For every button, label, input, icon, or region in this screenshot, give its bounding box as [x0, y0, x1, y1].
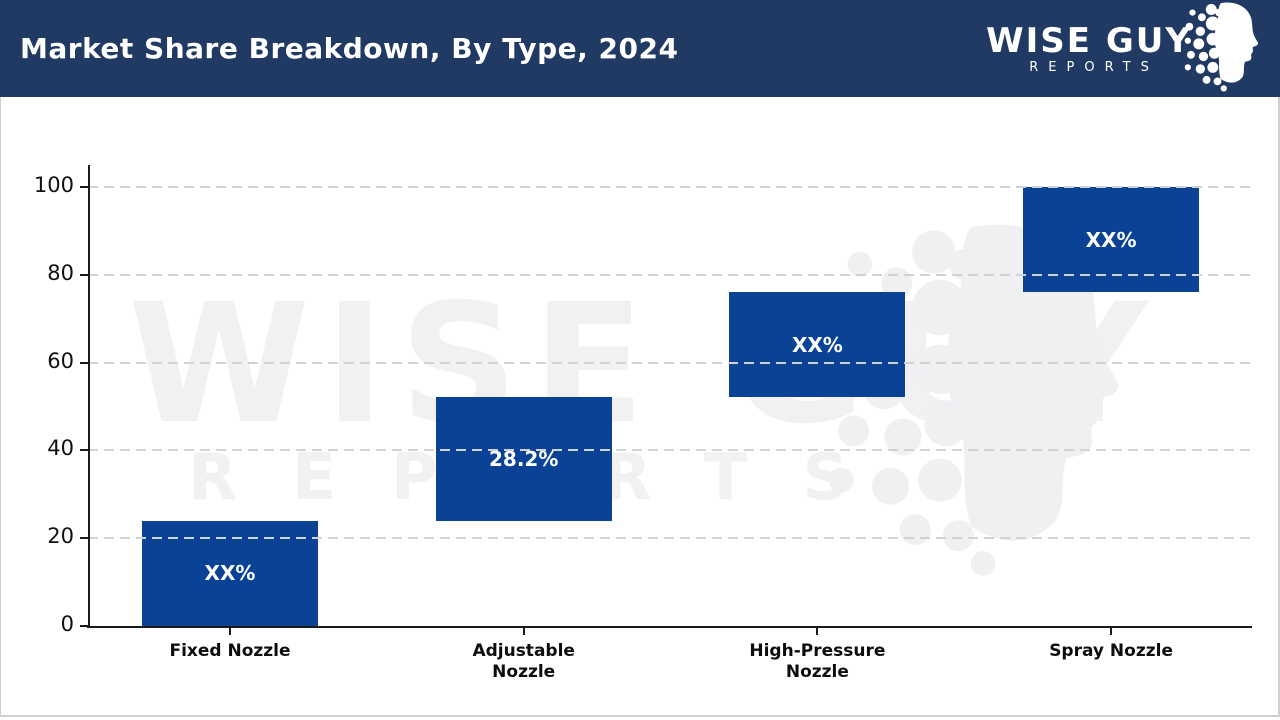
y-tick-label: 0 [60, 612, 74, 636]
y-axis [88, 165, 90, 628]
category-label: High-Pressure Nozzle [749, 641, 886, 683]
gridline [88, 537, 1252, 540]
y-axis-tick [80, 273, 88, 276]
y-tick-label: 100 [33, 173, 74, 197]
x-axis-tick [522, 628, 525, 635]
y-axis-tick [80, 186, 88, 188]
bar-value-label: XX% [1085, 227, 1137, 252]
y-tick-label: 20 [47, 524, 74, 549]
y-axis-tick [80, 537, 88, 540]
y-tick-label: 60 [47, 348, 74, 373]
gridline [88, 273, 1252, 276]
x-axis-tick [229, 628, 231, 635]
y-tick-label: 80 [47, 260, 74, 285]
gridline [88, 361, 1252, 364]
frame-right-line [1278, 97, 1280, 717]
brand-logo: WISE GUY REPORTS [986, 2, 1266, 94]
bar-segment: XX% [729, 292, 906, 397]
bar-segment: 28.2% [435, 396, 612, 521]
brand-name: WISE GUY [986, 20, 1192, 61]
bar-segment: XX% [1023, 187, 1200, 293]
y-axis-tick [80, 625, 88, 627]
category-label: Fixed Nozzle [169, 641, 291, 661]
brand-logo-text: WISE GUY REPORTS [986, 24, 1192, 74]
y-axis-tick [80, 361, 88, 364]
gridline [88, 186, 1252, 188]
x-axis [87, 626, 1252, 628]
header-bar: Market Share Breakdown, By Type, 2024 WI… [0, 0, 1280, 97]
category-label: Adjustable Nozzle [472, 641, 575, 683]
y-tick-label: 40 [47, 436, 74, 461]
x-axis-tick [1110, 628, 1113, 635]
category-label: Spray Nozzle [1049, 641, 1173, 661]
page-title: Market Share Breakdown, By Type, 2024 [20, 32, 679, 65]
frame-left-line [0, 97, 1, 717]
y-axis-tick [80, 449, 88, 452]
bar-value-label: XX% [204, 561, 256, 586]
frame-bottom-line [0, 715, 1280, 717]
gridline [88, 449, 1252, 452]
bar-value-label: XX% [791, 332, 843, 357]
brand-subtitle: REPORTS [1029, 59, 1159, 75]
wiseguy-head-logo-icon [1184, 2, 1259, 92]
x-axis-tick [816, 628, 819, 635]
